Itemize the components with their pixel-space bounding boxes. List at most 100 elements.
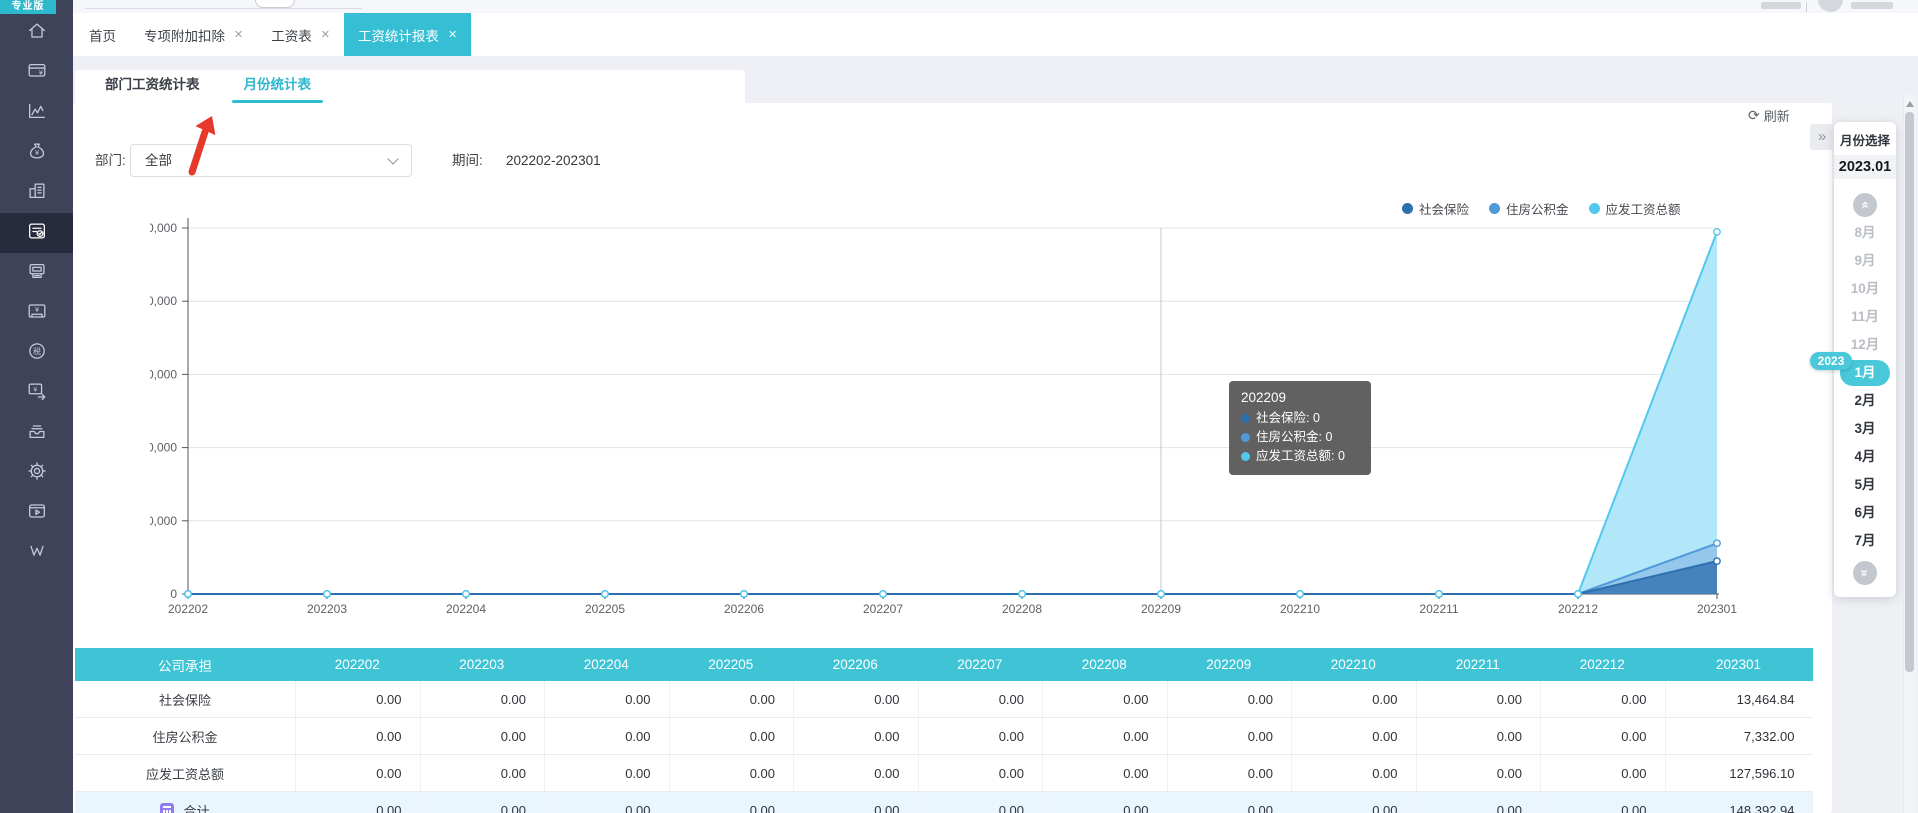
tab-close-icon[interactable]: ✕ [320, 29, 330, 41]
chart-tooltip: 202209 社会保险: 0 住房公积金: 0 应发工资总额: 0 [1229, 381, 1371, 475]
current-period: 2023.01 [1834, 155, 1896, 179]
tooltip-title: 202209 [1241, 390, 1287, 405]
month-item-10月[interactable]: 10月 [1850, 281, 1880, 296]
sidebar-item-settings[interactable] [0, 453, 73, 493]
sidebar-item-tax[interactable]: 税 [0, 333, 73, 373]
month-item-12月[interactable]: 12月 [1850, 337, 1880, 352]
table-cell: 0.00 [917, 755, 1043, 791]
sidebar-item-cashier[interactable]: ¥ [0, 293, 73, 333]
table-cell: 0.00 [1291, 755, 1416, 791]
tooltip-row: 应发工资总额: 0 [1241, 447, 1359, 466]
table-row[interactable]: 应发工资总额 0.00 0.00 0.00 0.00 0.00 0.00 0.00 0.00 0.… [75, 755, 1813, 792]
table-cell: 0.00 [1166, 792, 1292, 813]
table-cell: 0.00 [668, 792, 794, 813]
table-cell: 0.00 [1166, 755, 1292, 791]
month-item-3月[interactable]: 3月 [1854, 421, 1876, 436]
table-cell: 0.00 [419, 755, 545, 791]
table-cell: 0.00 [544, 681, 669, 717]
top-bar-pill-button[interactable] [255, 0, 295, 8]
building-icon [26, 180, 48, 207]
tab-专项附加扣除[interactable]: 专项附加扣除 ✕ [130, 13, 257, 56]
table-cell: 0.00 [793, 718, 918, 754]
sidebar-item-vouchers[interactable]: ¥ [0, 53, 73, 93]
table-cell: 0.00 [668, 755, 794, 791]
sidebar-item-tutorials[interactable] [0, 493, 73, 533]
chart-legend: 社会保险 住房公积金 应发工资总额 [1402, 199, 1681, 218]
tab-工资统计报表[interactable]: 工资统计报表 ✕ [343, 13, 472, 56]
scroll-months-down-button[interactable]: » [1853, 561, 1877, 585]
refresh-icon: ⟳ [1748, 107, 1760, 123]
scrollbar-thumb[interactable] [1905, 112, 1914, 672]
brand-v-icon [26, 540, 48, 567]
tab-month-statistics[interactable]: 月份统计表 [230, 70, 326, 103]
table-row[interactable]: 社会保险 0.00 0.00 0.00 0.00 0.00 0.00 0.00 0.00 0.00… [75, 681, 1813, 718]
voucher-icon: ¥ [26, 60, 48, 87]
sidebar-item-salary-reports[interactable] [0, 213, 73, 253]
month-item-8月[interactable]: 8月 [1854, 225, 1876, 240]
scrollbar-up-arrow-icon[interactable] [1906, 101, 1914, 107]
invoice-machine-icon [26, 260, 48, 287]
legend-item[interactable]: 应发工资总额 [1588, 199, 1681, 218]
table-cell: 0.00 [1042, 755, 1167, 791]
legend-label: 应发工资总额 [1605, 203, 1681, 217]
sidebar-item-home[interactable] [0, 13, 73, 53]
month-item-4月[interactable]: 4月 [1854, 449, 1876, 464]
sidebar-item-assets[interactable] [0, 173, 73, 213]
table-header-cell: 公司承担 [158, 658, 212, 674]
month-item-9月[interactable]: 9月 [1854, 253, 1876, 268]
legend-dot [1489, 203, 1501, 214]
row-label: 应发工资总额 [145, 766, 224, 782]
tooltip-row: 住房公积金: 0 [1241, 428, 1359, 447]
table-cell: 13,464.84 [1664, 681, 1813, 717]
money-bag-icon: ¥ [26, 140, 48, 167]
table-cell: 0.00 [1540, 755, 1665, 791]
scroll-months-up-button[interactable]: » [1853, 193, 1877, 217]
month-item-5月[interactable]: 5月 [1854, 477, 1876, 492]
legend-item[interactable]: 住房公积金 [1489, 199, 1569, 218]
month-selector-panel: 月份选择 2023.01 » 8月 9月 10月 11月 12月 1月 2月 3月 4月 5月 6月… [1834, 122, 1896, 597]
table-cell: 0.00 [295, 681, 420, 717]
row-label-cell: 社会保险 [75, 681, 295, 717]
refresh-button[interactable]: ⟳ 刷新 [1748, 106, 1790, 125]
table-cell: 0.00 [1166, 718, 1292, 754]
tab-label: 首页 [89, 28, 116, 44]
table-cell: 0.00 [295, 755, 420, 791]
tab-工资表[interactable]: 工资表 ✕ [257, 13, 344, 56]
tab-department-salary[interactable]: 部门工资统计表 [91, 70, 214, 103]
double-chevron-down-icon: » [1857, 569, 1873, 577]
svg-text:¥: ¥ [35, 150, 39, 157]
avatar[interactable] [1818, 0, 1843, 12]
sidebar-item-archive[interactable] [0, 413, 73, 453]
table-header-cell: 202206 [832, 657, 878, 672]
table-row[interactable]: 住房公积金 0.00 0.00 0.00 0.00 0.00 0.00 0.00 0.00 0.0… [75, 718, 1813, 755]
month-item-11月[interactable]: 11月 [1851, 309, 1879, 324]
tab-close-icon[interactable]: ✕ [447, 29, 458, 41]
sidebar-item-invoices[interactable] [0, 253, 73, 293]
company-burden-table: 公司承担 202202 202203 202204 202205 202206 202207… [75, 648, 1813, 813]
row-label: 社会保险 [158, 692, 211, 708]
period-label: 期间: [452, 153, 483, 168]
top-bar-divider [85, 8, 345, 9]
table-row[interactable]: 合计 0.00 0.00 0.00 0.00 0.00 0.00 0.00 0.00 0.00 0.… [75, 792, 1813, 813]
month-item-2月[interactable]: 2月 [1854, 393, 1876, 408]
sidebar-item-payments[interactable]: ¥ [0, 373, 73, 413]
svg-text:¥: ¥ [38, 67, 43, 76]
tab-首页[interactable]: 首页 [75, 13, 130, 56]
sidebar-item-funds[interactable]: ¥ [0, 133, 73, 173]
line-chart-icon [26, 100, 48, 127]
sidebar-item-brand[interactable] [0, 533, 73, 573]
table-header-cell: 202202 [334, 657, 380, 672]
month-item-7月[interactable]: 7月 [1854, 533, 1876, 548]
sidebar-item-reports[interactable] [0, 93, 73, 133]
legend-item[interactable]: 社会保险 [1402, 199, 1469, 218]
tab-close-icon[interactable]: ✕ [234, 29, 244, 41]
department-select[interactable]: 全部 [130, 144, 412, 177]
table-header-cell: 202204 [583, 657, 629, 672]
tab-list: 首页 专项附加扣除 ✕ 工资表 ✕ 工资统计报表 ✕ [73, 13, 472, 56]
month-item-6月[interactable]: 6月 [1854, 505, 1876, 520]
table-cell: 0.00 [1042, 681, 1167, 717]
collapse-panel-button[interactable]: » [1810, 124, 1834, 150]
table-header-cell: 202207 [957, 657, 1003, 672]
table-cell: 0.00 [1540, 681, 1665, 717]
table-cell: 0.00 [793, 792, 918, 813]
